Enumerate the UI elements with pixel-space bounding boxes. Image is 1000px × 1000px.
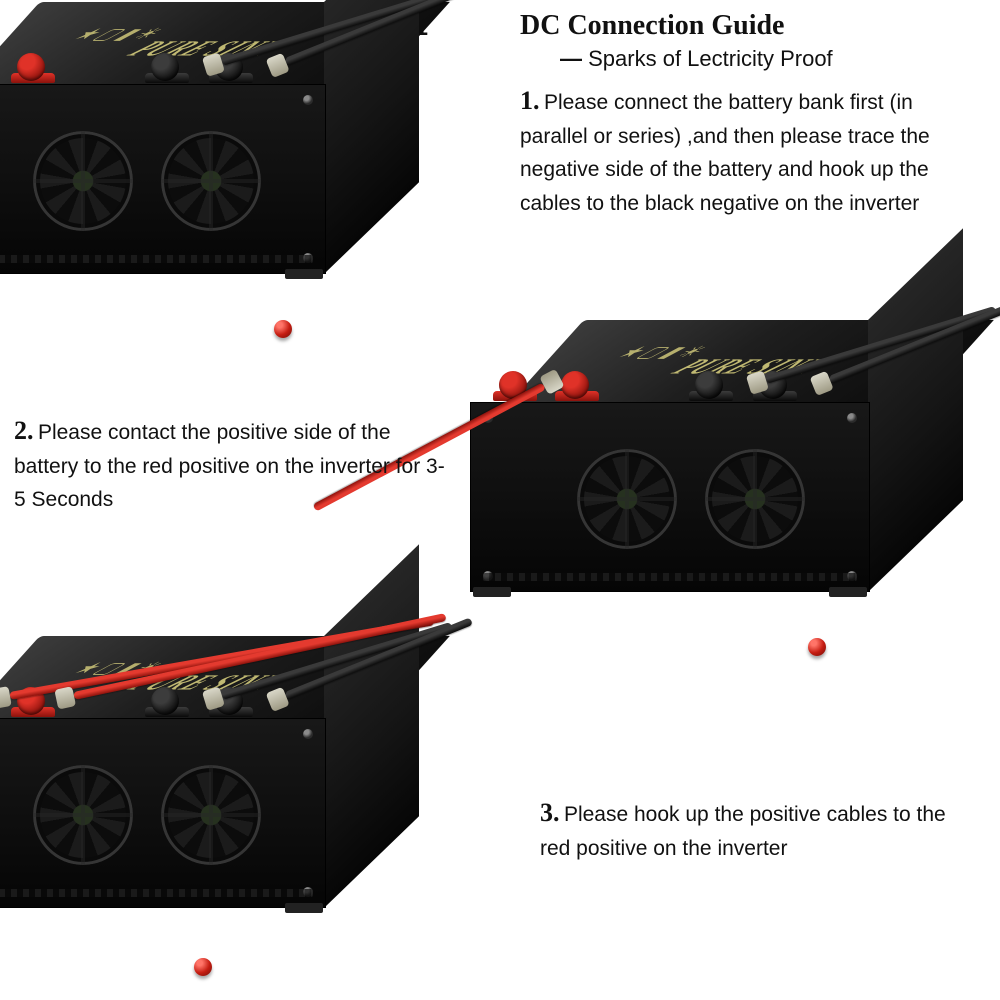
dc-connection-guide-infographic: { "type": "infographic", "canvas": { "wi…	[0, 0, 1000, 1000]
instruction-1-text: Please connect the battery bank first (i…	[520, 91, 930, 215]
instruction-3: 3. Please hook up the positive cables to…	[540, 798, 980, 865]
instruction-3-text: Please hook up the positive cables to th…	[540, 803, 946, 860]
guide-subtitle: — Sparks of Lectricity Proof	[560, 46, 833, 72]
device-front	[0, 84, 326, 274]
terminal-red-2	[11, 59, 67, 89]
instruction-2-number: 2.	[14, 416, 34, 445]
device-side	[324, 544, 419, 908]
device-side	[868, 228, 963, 592]
guide-title: DC Connection Guide	[520, 10, 784, 42]
terminal-red-1	[0, 59, 5, 89]
cooling-fan-1	[33, 131, 133, 231]
instruction-2: 2. Please contact the positive side of t…	[14, 416, 454, 517]
vent-strip	[0, 889, 313, 897]
terminal-black-1	[145, 59, 201, 89]
instruction-1: 1. Please connect the battery bank first…	[520, 86, 970, 220]
vent-strip	[483, 573, 857, 581]
subtitle-dash: —	[560, 46, 582, 71]
device-front	[470, 402, 870, 592]
vent-strip	[0, 255, 313, 263]
terminal-black-1	[145, 693, 201, 723]
indicator-ball-step-1	[274, 320, 292, 338]
instruction-1-number: 1.	[520, 86, 540, 115]
inverter-image-step-1: PURE SINE ★ ▢ ▮ ☀	[0, 0, 436, 308]
cooling-fan-2	[161, 131, 261, 231]
cooling-fan-1	[577, 449, 677, 549]
screw	[303, 729, 313, 739]
instruction-3-number: 3.	[540, 798, 560, 827]
terminal-black-1	[689, 377, 745, 407]
device-front	[0, 718, 326, 908]
indicator-ball-step-2	[808, 638, 826, 656]
mount-foot	[285, 269, 323, 279]
screw	[303, 95, 313, 105]
mount-foot	[829, 587, 867, 597]
cooling-fan-2	[161, 765, 261, 865]
screw	[847, 413, 857, 423]
cooling-fan-2	[705, 449, 805, 549]
indicator-ball-step-3	[194, 958, 212, 976]
cooling-fan-1	[33, 765, 133, 865]
inverter-image-step-3: PURE SINE ★ ▢ ▮ ☀	[0, 632, 436, 942]
subtitle-text: Sparks of Lectricity Proof	[588, 46, 833, 71]
instruction-2-text: Please contact the positive side of the …	[14, 421, 445, 511]
terminal-red-2	[555, 377, 611, 407]
mount-foot	[473, 587, 511, 597]
mount-foot	[285, 903, 323, 913]
inverter-image-step-2: PURE SINE ★ ▢ ▮ ☀	[510, 316, 980, 626]
